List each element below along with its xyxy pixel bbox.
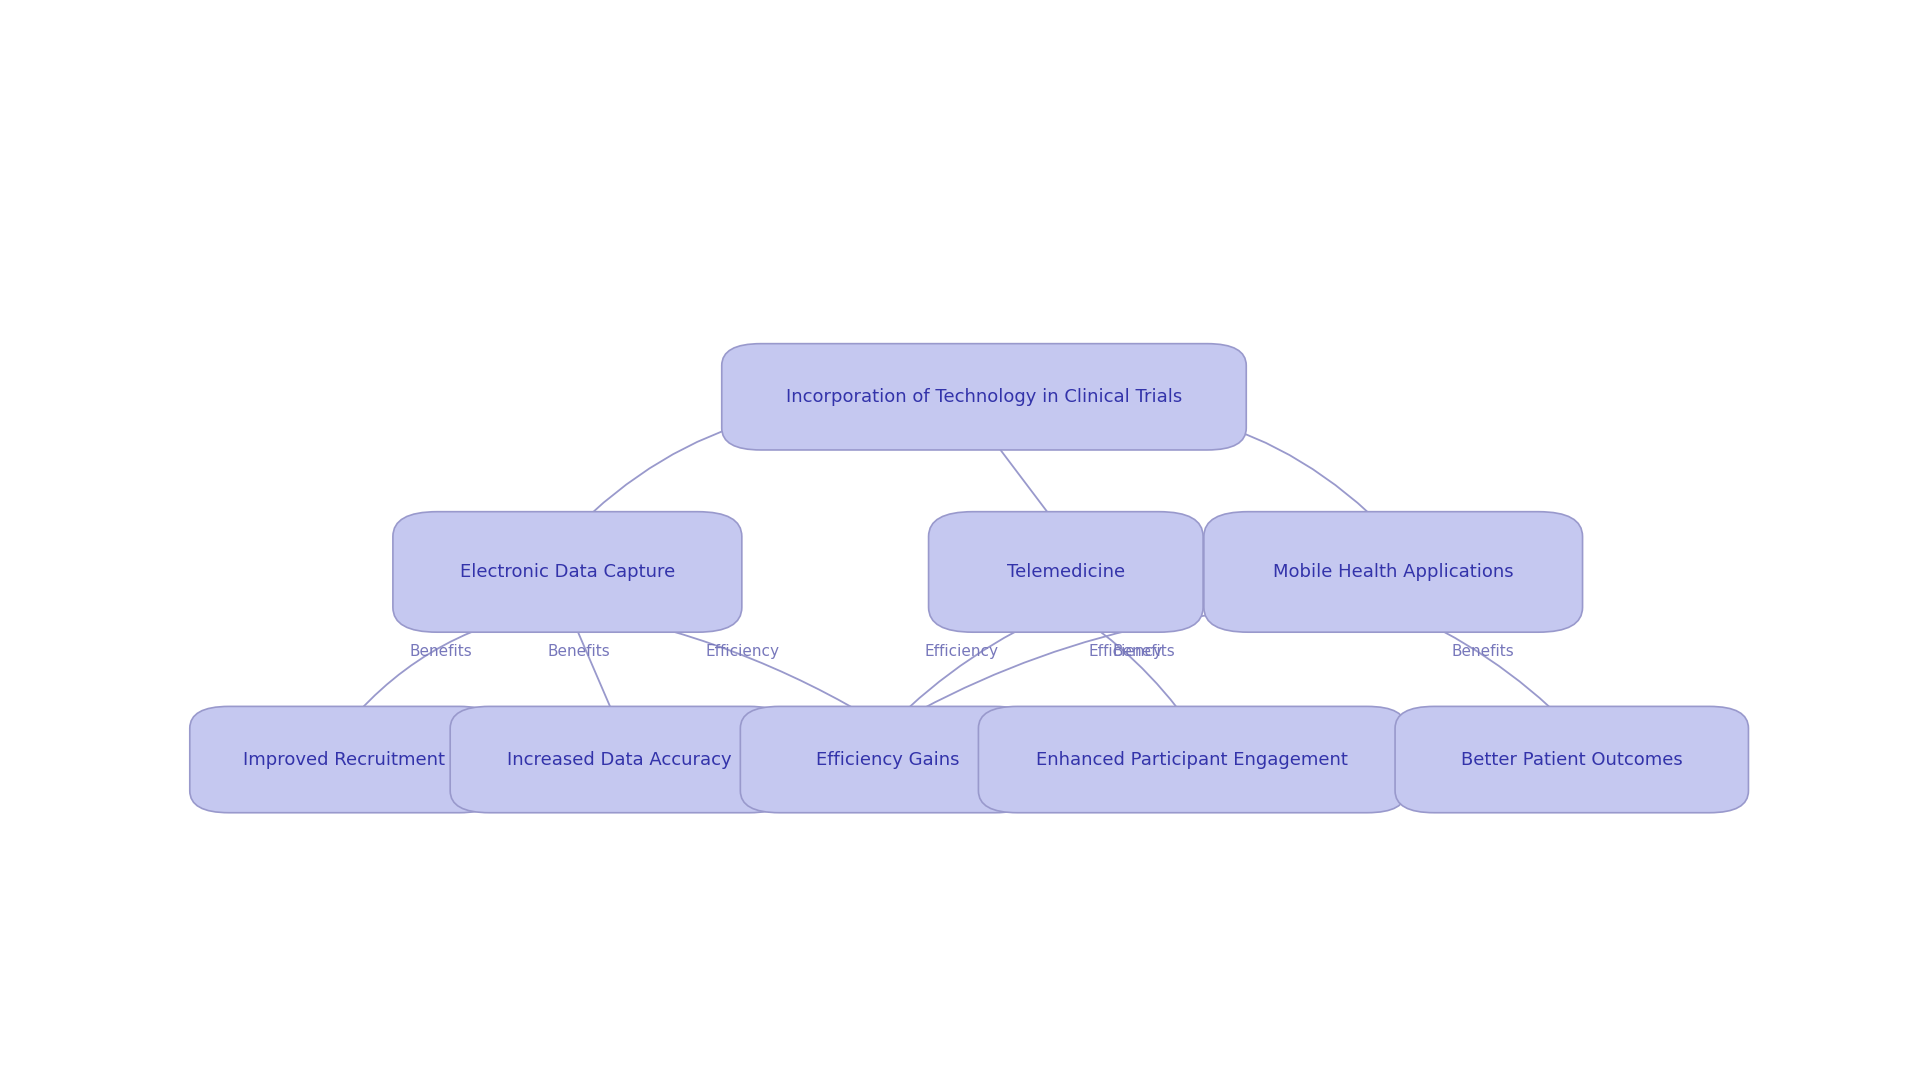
Text: Mobile Health Applications: Mobile Health Applications (1273, 563, 1513, 580)
Text: Electronic Data Capture: Electronic Data Capture (459, 563, 676, 580)
Text: Telemedicine: Telemedicine (1006, 563, 1125, 580)
FancyBboxPatch shape (741, 706, 1035, 812)
FancyBboxPatch shape (1204, 511, 1582, 632)
Text: Efficiency: Efficiency (1089, 644, 1162, 660)
Text: Benefits: Benefits (409, 644, 472, 660)
FancyBboxPatch shape (1396, 706, 1749, 812)
FancyBboxPatch shape (929, 511, 1204, 632)
Text: Efficiency: Efficiency (705, 644, 780, 660)
Text: Efficiency: Efficiency (925, 644, 998, 660)
Text: Benefits: Benefits (1452, 644, 1513, 660)
Text: Improved Recruitment: Improved Recruitment (244, 751, 445, 769)
FancyBboxPatch shape (979, 706, 1405, 812)
Text: Incorporation of Technology in Clinical Trials: Incorporation of Technology in Clinical … (785, 388, 1183, 406)
Text: Increased Data Accuracy: Increased Data Accuracy (507, 751, 732, 769)
Text: Benefits: Benefits (547, 644, 611, 660)
Text: Enhanced Participant Engagement: Enhanced Participant Engagement (1037, 751, 1348, 769)
FancyBboxPatch shape (394, 511, 741, 632)
Text: Benefits: Benefits (1112, 644, 1175, 660)
FancyBboxPatch shape (449, 706, 789, 812)
Text: Better Patient Outcomes: Better Patient Outcomes (1461, 751, 1682, 769)
Text: Efficiency Gains: Efficiency Gains (816, 751, 958, 769)
FancyBboxPatch shape (722, 343, 1246, 449)
FancyBboxPatch shape (190, 706, 499, 812)
